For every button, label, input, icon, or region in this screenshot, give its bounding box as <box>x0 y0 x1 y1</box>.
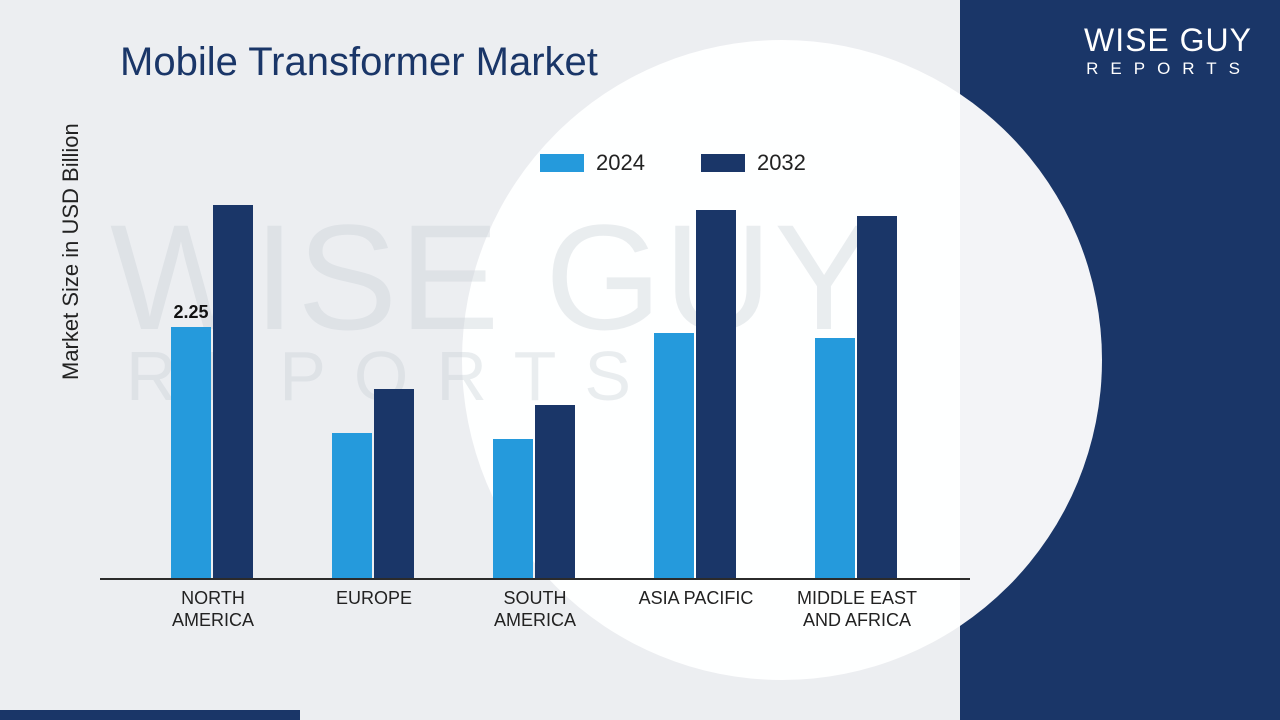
logo-line1: WISE GUY <box>1084 24 1252 56</box>
chart-stage: WISE GUY REPORTS Mobile Transformer Mark… <box>0 0 1280 720</box>
category-label: EUROPE <box>304 588 444 610</box>
bar-series-b <box>696 210 736 578</box>
y-axis-label: Market Size in USD Billion <box>58 123 84 380</box>
plot-area: 2.25 <box>100 190 970 580</box>
bar-series-a <box>815 338 855 578</box>
legend-item-a: 2024 <box>540 150 645 176</box>
bar-series-b <box>374 389 414 578</box>
bar-series-a <box>654 333 694 578</box>
category-label: NORTH AMERICA <box>143 588 283 631</box>
legend: 2024 2032 <box>540 150 806 176</box>
footer-accent-bar <box>0 710 300 720</box>
bar-series-a <box>171 327 211 578</box>
bar-series-a <box>332 433 372 578</box>
logo-line2: REPORTS <box>1084 60 1252 77</box>
category-label: MIDDLE EAST AND AFRICA <box>787 588 927 631</box>
bar-series-a <box>493 439 533 578</box>
bar-series-b <box>213 205 253 578</box>
page-title: Mobile Transformer Market <box>120 40 598 85</box>
legend-swatch-a <box>540 154 584 172</box>
bar-series-b <box>535 405 575 578</box>
category-label: ASIA PACIFIC <box>626 588 766 610</box>
bar-series-b <box>857 216 897 578</box>
brand-logo: WISE GUY REPORTS <box>1084 24 1252 77</box>
legend-item-b: 2032 <box>701 150 806 176</box>
legend-label-a: 2024 <box>596 150 645 176</box>
category-label: SOUTH AMERICA <box>465 588 605 631</box>
legend-swatch-b <box>701 154 745 172</box>
legend-label-b: 2032 <box>757 150 806 176</box>
bar-annotation: 2.25 <box>173 302 208 323</box>
